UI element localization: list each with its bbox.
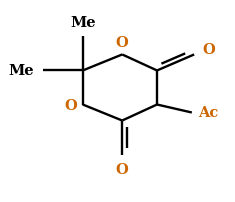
Text: O: O xyxy=(116,162,129,176)
Text: O: O xyxy=(64,98,77,112)
Text: O: O xyxy=(116,36,129,50)
Text: Ac: Ac xyxy=(198,105,218,119)
Text: O: O xyxy=(202,43,215,57)
Text: Me: Me xyxy=(8,64,34,78)
Text: Me: Me xyxy=(70,16,96,30)
